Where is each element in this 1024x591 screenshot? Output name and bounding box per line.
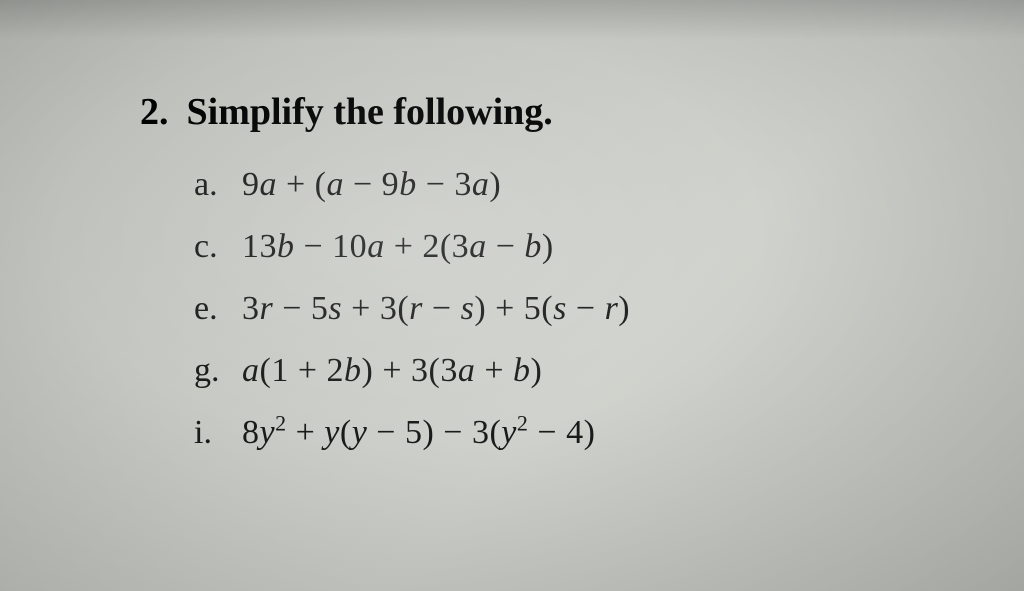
item-letter: g. bbox=[194, 352, 242, 390]
item-expression: a(1 + 2b) + 3(3a + b) bbox=[242, 352, 542, 390]
page: 2. Simplify the following. a. 9a + (a − … bbox=[0, 0, 1024, 591]
item-letter: a. bbox=[194, 166, 242, 204]
list-item: a. 9a + (a − 9b − 3a) bbox=[194, 166, 924, 204]
item-expression: 13b − 10a + 2(3a − b) bbox=[242, 228, 554, 266]
item-expression: 3r − 5s + 3(r − s) + 5(s − r) bbox=[242, 290, 630, 328]
item-letter: c. bbox=[194, 228, 242, 266]
question-number: 2. bbox=[140, 90, 169, 134]
list-item: i. 8y2 + y(y − 5) − 3(y2 − 4) bbox=[194, 414, 924, 452]
item-expression: 8y2 + y(y − 5) − 3(y2 − 4) bbox=[242, 414, 595, 452]
question-header: 2. Simplify the following. bbox=[140, 90, 924, 134]
question-title: Simplify the following. bbox=[187, 90, 553, 134]
list-item: e. 3r − 5s + 3(r − s) + 5(s − r) bbox=[194, 290, 924, 328]
list-item: c. 13b − 10a + 2(3a − b) bbox=[194, 228, 924, 266]
list-item: g. a(1 + 2b) + 3(3a + b) bbox=[194, 352, 924, 390]
item-letter: e. bbox=[194, 290, 242, 328]
item-expression: 9a + (a − 9b − 3a) bbox=[242, 166, 501, 204]
item-letter: i. bbox=[194, 414, 242, 452]
items-list: a. 9a + (a − 9b − 3a) c. 13b − 10a + 2(3… bbox=[140, 166, 924, 452]
